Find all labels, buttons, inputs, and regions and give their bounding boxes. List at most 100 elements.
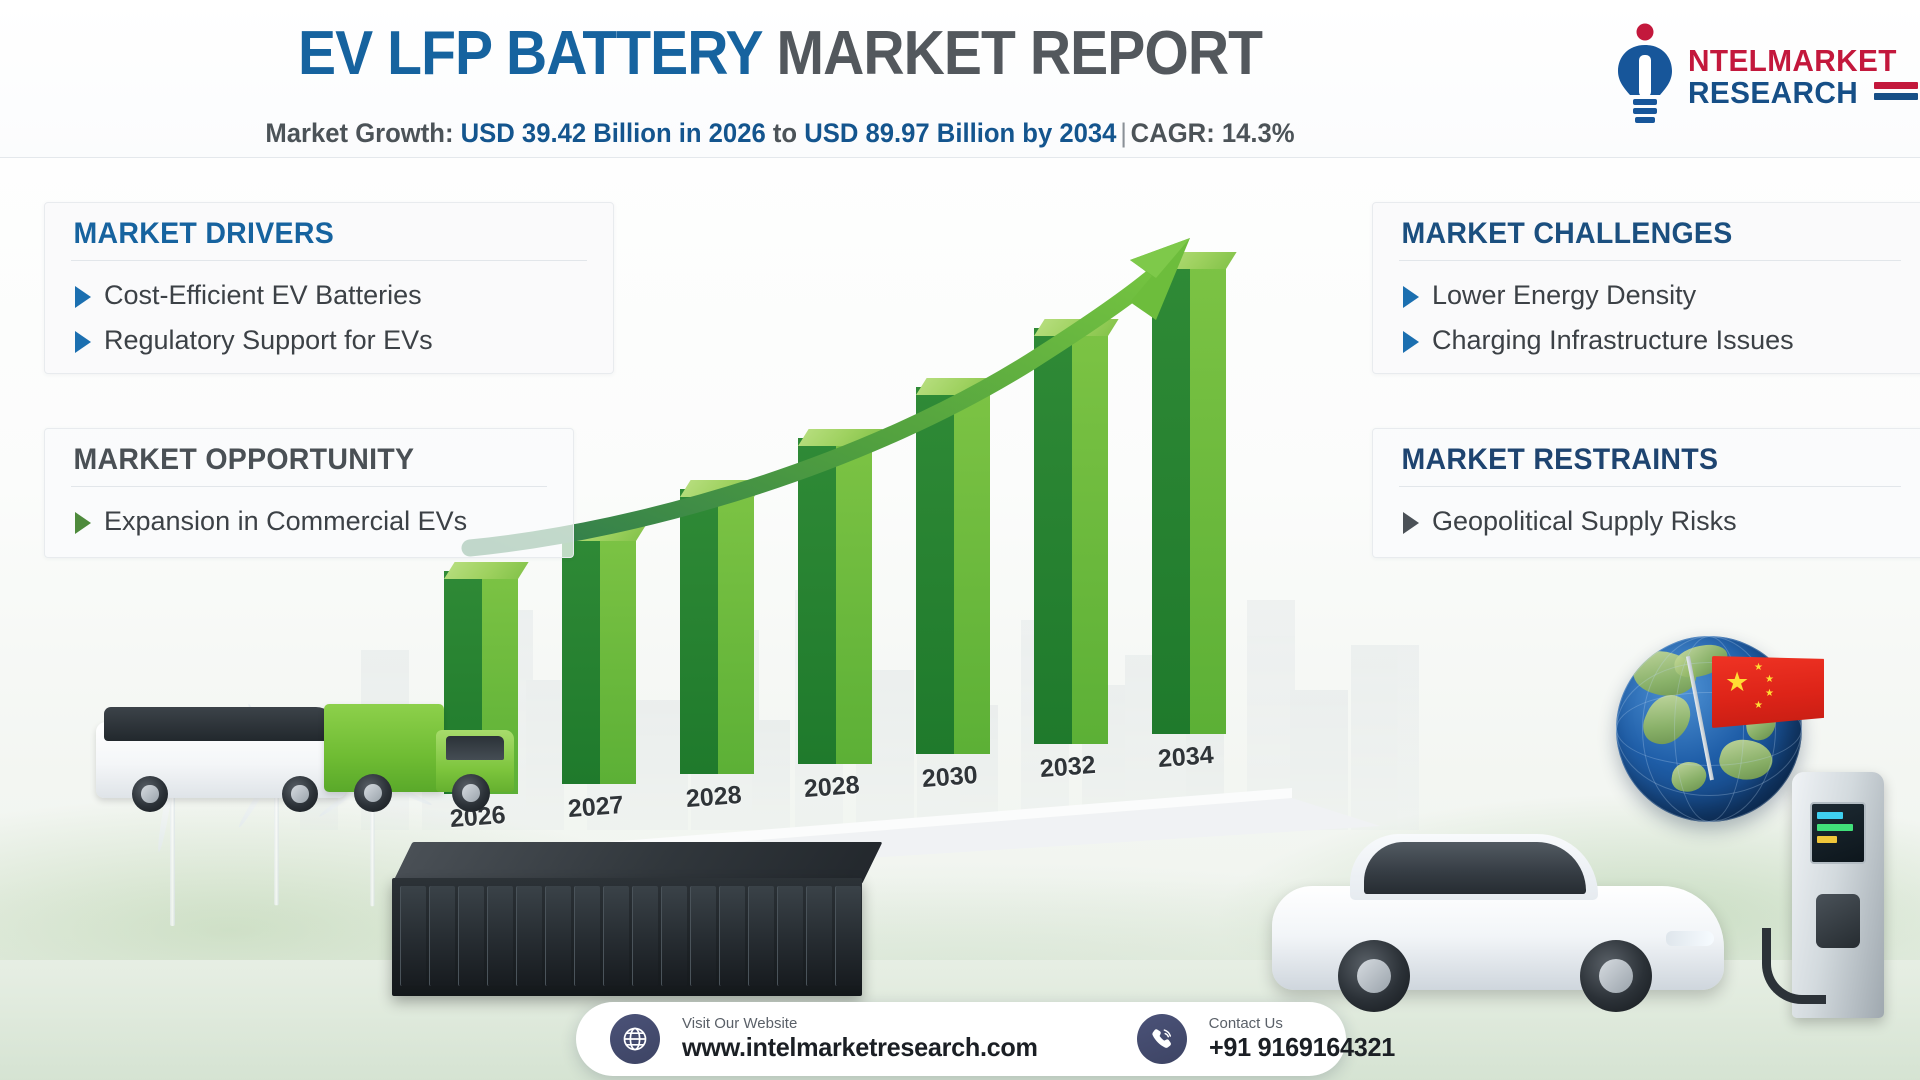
- logo-bars-icon: [1874, 82, 1919, 102]
- phone-label: Contact Us: [1208, 1015, 1283, 1033]
- panel-title-market-challenges: MARKET CHALLENGES: [1401, 217, 1733, 250]
- battery-cell: [603, 886, 629, 986]
- chart-x-axis-label: 2028: [802, 770, 861, 804]
- electric-car-image: [1272, 830, 1724, 1018]
- logo-line-1: NTELMARKET: [1688, 42, 1897, 78]
- panel-bullet-list: Geopolitical Supply Risks: [1373, 487, 1920, 560]
- electric-truck-image: [324, 698, 520, 812]
- panel-divider: [1399, 486, 1901, 487]
- bullet-item: Cost-Efficient EV Batteries: [75, 273, 613, 318]
- subtitle-mid: to: [765, 118, 805, 148]
- bullet-label: Lower Energy Density: [1432, 280, 1697, 310]
- panel-title-market-drivers: MARKET DRIVERS: [73, 217, 335, 250]
- bullet-label: Charging Infrastructure Issues: [1432, 325, 1794, 355]
- subtitle: Market Growth: USD 39.42 Billion in 2026…: [39, 118, 1521, 149]
- website-value[interactable]: www.intelmarketresearch.com: [682, 1031, 1038, 1062]
- panel-title-market-opportunity: MARKET OPPORTUNITY: [73, 443, 415, 476]
- chart-bar: [562, 524, 647, 784]
- panel-title-market-restraints: MARKET RESTRAINTS: [1401, 443, 1719, 476]
- battery-cell: [574, 886, 600, 986]
- panel-market-restraints: MARKET RESTRAINTS Geopolitical Supply Ris…: [1372, 428, 1920, 558]
- panel-divider: [71, 260, 587, 261]
- chart-bar: [1152, 252, 1237, 734]
- battery-cell: [429, 886, 455, 986]
- battery-cell: [458, 886, 484, 986]
- chart-x-axis-label: 2034: [1156, 740, 1215, 774]
- logo-wordmark: NTELMARKET RESEARCH: [1688, 39, 1919, 110]
- battery-cell: [806, 886, 832, 986]
- battery-cell: [835, 886, 861, 986]
- battery-cell: [516, 886, 542, 986]
- company-logo[interactable]: NTELMARKET RESEARCH: [1610, 14, 1919, 132]
- building-shape: [752, 720, 790, 830]
- triangle-bullet-icon: [1403, 512, 1419, 534]
- building-shape: [1351, 645, 1419, 830]
- bullet-label: Cost-Efficient EV Batteries: [104, 280, 422, 310]
- page-title-rest: MARKET REPORT: [761, 19, 1263, 88]
- page-title: EV LFP BATTERY MARKET REPORT: [62, 18, 1497, 89]
- bullet-item: Charging Infrastructure Issues: [1403, 318, 1920, 363]
- commercial-vehicles-image: [96, 692, 516, 812]
- building-shape: [526, 680, 564, 830]
- phone-block[interactable]: Contact Us +91 9169164321: [1209, 1015, 1401, 1062]
- panel-divider: [1399, 260, 1901, 261]
- website-label: Visit Our Website: [682, 1015, 798, 1033]
- bullet-item: Expansion in Commercial EVs: [75, 499, 573, 544]
- chart-x-axis-label: 2030: [920, 760, 979, 794]
- bullet-item: Regulatory Support for EVs: [75, 318, 613, 363]
- battery-cell: [719, 886, 745, 986]
- bullet-label: Expansion in Commercial EVs: [104, 506, 468, 536]
- subtitle-value-start: USD 39.42 Billion in 2026: [460, 118, 766, 148]
- triangle-bullet-icon: [75, 331, 91, 353]
- panel-market-challenges: MARKET CHALLENGES Lower Energy Density Cha…: [1372, 202, 1920, 374]
- globe-meridian: [1616, 662, 1802, 796]
- panel-market-drivers: MARKET DRIVERS Cost-Efficient EV Batterie…: [44, 202, 614, 374]
- battery-cell: [400, 886, 426, 986]
- battery-cell: [545, 886, 571, 986]
- subtitle-cagr: CAGR: 14.3%: [1130, 118, 1295, 148]
- globe-icon: [610, 1014, 660, 1064]
- chart-bar: [680, 480, 765, 774]
- subtitle-value-end: USD 89.97 Billion by 2034: [804, 118, 1117, 148]
- triangle-bullet-icon: [75, 286, 91, 308]
- battery-pack-image: [392, 842, 883, 1002]
- chart-x-axis-label: 2027: [566, 790, 625, 824]
- chart-bar: [1034, 319, 1119, 744]
- electric-bus-image: [96, 702, 366, 812]
- header-bar: EV LFP BATTERY MARKET REPORT Market Grow…: [0, 0, 1920, 158]
- bullet-item: Lower Energy Density: [1403, 273, 1920, 318]
- battery-cell: [661, 886, 687, 986]
- triangle-bullet-icon: [75, 512, 91, 534]
- lightbulb-icon: [1610, 21, 1680, 125]
- bullet-label: Geopolitical Supply Risks: [1432, 506, 1737, 536]
- panel-bullet-list: Lower Energy Density Charging Infrastruct…: [1373, 261, 1920, 379]
- chart-x-axis-label: 2028: [684, 780, 743, 814]
- panel-market-opportunity: MARKET OPPORTUNITY Expansion in Commercia…: [44, 428, 574, 558]
- bullet-label: Regulatory Support for EVs: [104, 325, 433, 355]
- phone-icon: [1136, 1014, 1187, 1064]
- battery-cell: [690, 886, 716, 986]
- page-title-highlight: EV LFP BATTERY: [297, 19, 762, 88]
- building-shape: [630, 700, 688, 830]
- chart-bar: [916, 378, 1001, 754]
- contact-bar: Visit Our Website www.intelmarketresearc…: [576, 1002, 1395, 1076]
- panel-divider: [71, 486, 547, 487]
- panel-bullet-list: Expansion in Commercial EVs: [45, 487, 573, 560]
- phone-value[interactable]: +91 9169164321: [1208, 1031, 1395, 1062]
- battery-cell: [487, 886, 513, 986]
- chart-x-axis-label: 2032: [1038, 750, 1097, 784]
- triangle-bullet-icon: [1403, 331, 1419, 353]
- battery-cell: [748, 886, 774, 986]
- triangle-bullet-icon: [1403, 286, 1419, 308]
- bullet-item: Geopolitical Supply Risks: [1403, 499, 1920, 544]
- website-block[interactable]: Visit Our Website www.intelmarketresearc…: [682, 1015, 1049, 1062]
- battery-cell: [632, 886, 658, 986]
- battery-cell: [777, 886, 803, 986]
- logo-line-2: RESEARCH: [1688, 74, 1859, 110]
- panel-bullet-list: Cost-Efficient EV Batteries Regulatory Su…: [45, 261, 613, 379]
- subtitle-separator: |: [1120, 118, 1127, 148]
- subtitle-prefix: Market Growth:: [265, 118, 461, 148]
- ev-charging-station-image: [1762, 772, 1884, 1018]
- chart-bar: [798, 429, 883, 764]
